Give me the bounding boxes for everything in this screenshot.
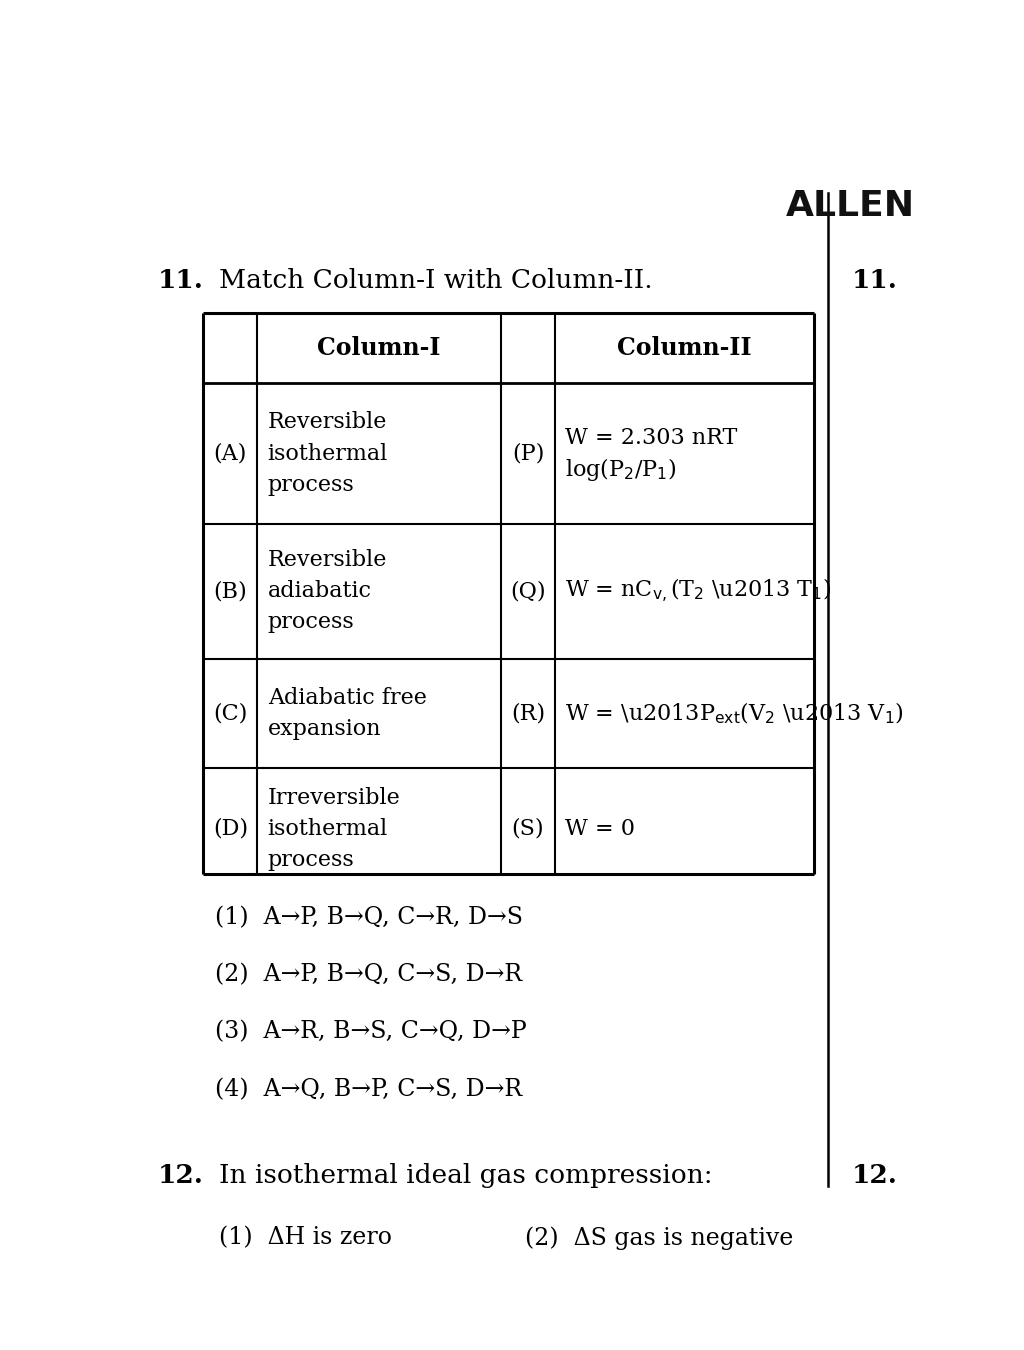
Text: W = 0: W = 0	[565, 818, 635, 840]
Text: In isothermal ideal gas compression:: In isothermal ideal gas compression:	[219, 1162, 713, 1188]
Text: Irreversible: Irreversible	[267, 787, 400, 809]
Text: (P): (P)	[512, 443, 544, 464]
Text: (2)  A→P, B→Q, C→S, D→R: (2) A→P, B→Q, C→S, D→R	[215, 964, 522, 987]
Text: (D): (D)	[213, 818, 248, 840]
Text: isothermal: isothermal	[267, 818, 388, 840]
Text: (1)  ΔH is zero: (1) ΔH is zero	[219, 1226, 392, 1249]
Text: (B): (B)	[213, 580, 247, 602]
Text: (Q): (Q)	[510, 580, 546, 602]
Text: (4)  A→Q, B→P, C→S, D→R: (4) A→Q, B→P, C→S, D→R	[215, 1077, 522, 1100]
Text: (3)  A→R, B→S, C→Q, D→P: (3) A→R, B→S, C→Q, D→P	[215, 1021, 527, 1044]
Text: W = 2.303 nRT: W = 2.303 nRT	[565, 427, 737, 450]
Text: 11.: 11.	[852, 269, 898, 293]
Text: Reversible: Reversible	[267, 549, 387, 571]
Text: 12.: 12.	[158, 1162, 204, 1188]
Text: (R): (R)	[511, 702, 545, 725]
Text: expansion: expansion	[267, 718, 381, 740]
Text: log(P$_2$/P$_1$): log(P$_2$/P$_1$)	[565, 456, 677, 483]
Text: Match Column-I with Column-II.: Match Column-I with Column-II.	[219, 269, 653, 293]
Text: Column-II: Column-II	[617, 336, 752, 360]
Text: Column-I: Column-I	[317, 336, 441, 360]
Text: (1)  A→P, B→Q, C→R, D→S: (1) A→P, B→Q, C→R, D→S	[215, 906, 523, 929]
Text: isothermal: isothermal	[267, 443, 388, 464]
Text: (C): (C)	[213, 702, 248, 725]
Text: Adiabatic free: Adiabatic free	[267, 687, 427, 709]
Text: W = nC$_{\rm v,}$(T$_2$ \u2013 T$_1$): W = nC$_{\rm v,}$(T$_2$ \u2013 T$_1$)	[565, 578, 831, 605]
Text: W = \u2013P$_{\rm ext}$(V$_2$ \u2013 V$_1$): W = \u2013P$_{\rm ext}$(V$_2$ \u2013 V$_…	[565, 701, 904, 726]
Text: 12.: 12.	[852, 1162, 898, 1188]
Text: (A): (A)	[214, 443, 247, 464]
Text: (S): (S)	[512, 818, 545, 840]
Text: 11.: 11.	[158, 269, 204, 293]
Text: process: process	[267, 474, 354, 495]
Text: process: process	[267, 849, 354, 871]
Text: ALLEN: ALLEN	[785, 189, 914, 223]
Text: (2)  ΔS gas is negative: (2) ΔS gas is negative	[524, 1226, 794, 1250]
Text: adiabatic: adiabatic	[267, 580, 372, 602]
Text: process: process	[267, 612, 354, 633]
Text: Reversible: Reversible	[267, 412, 387, 433]
